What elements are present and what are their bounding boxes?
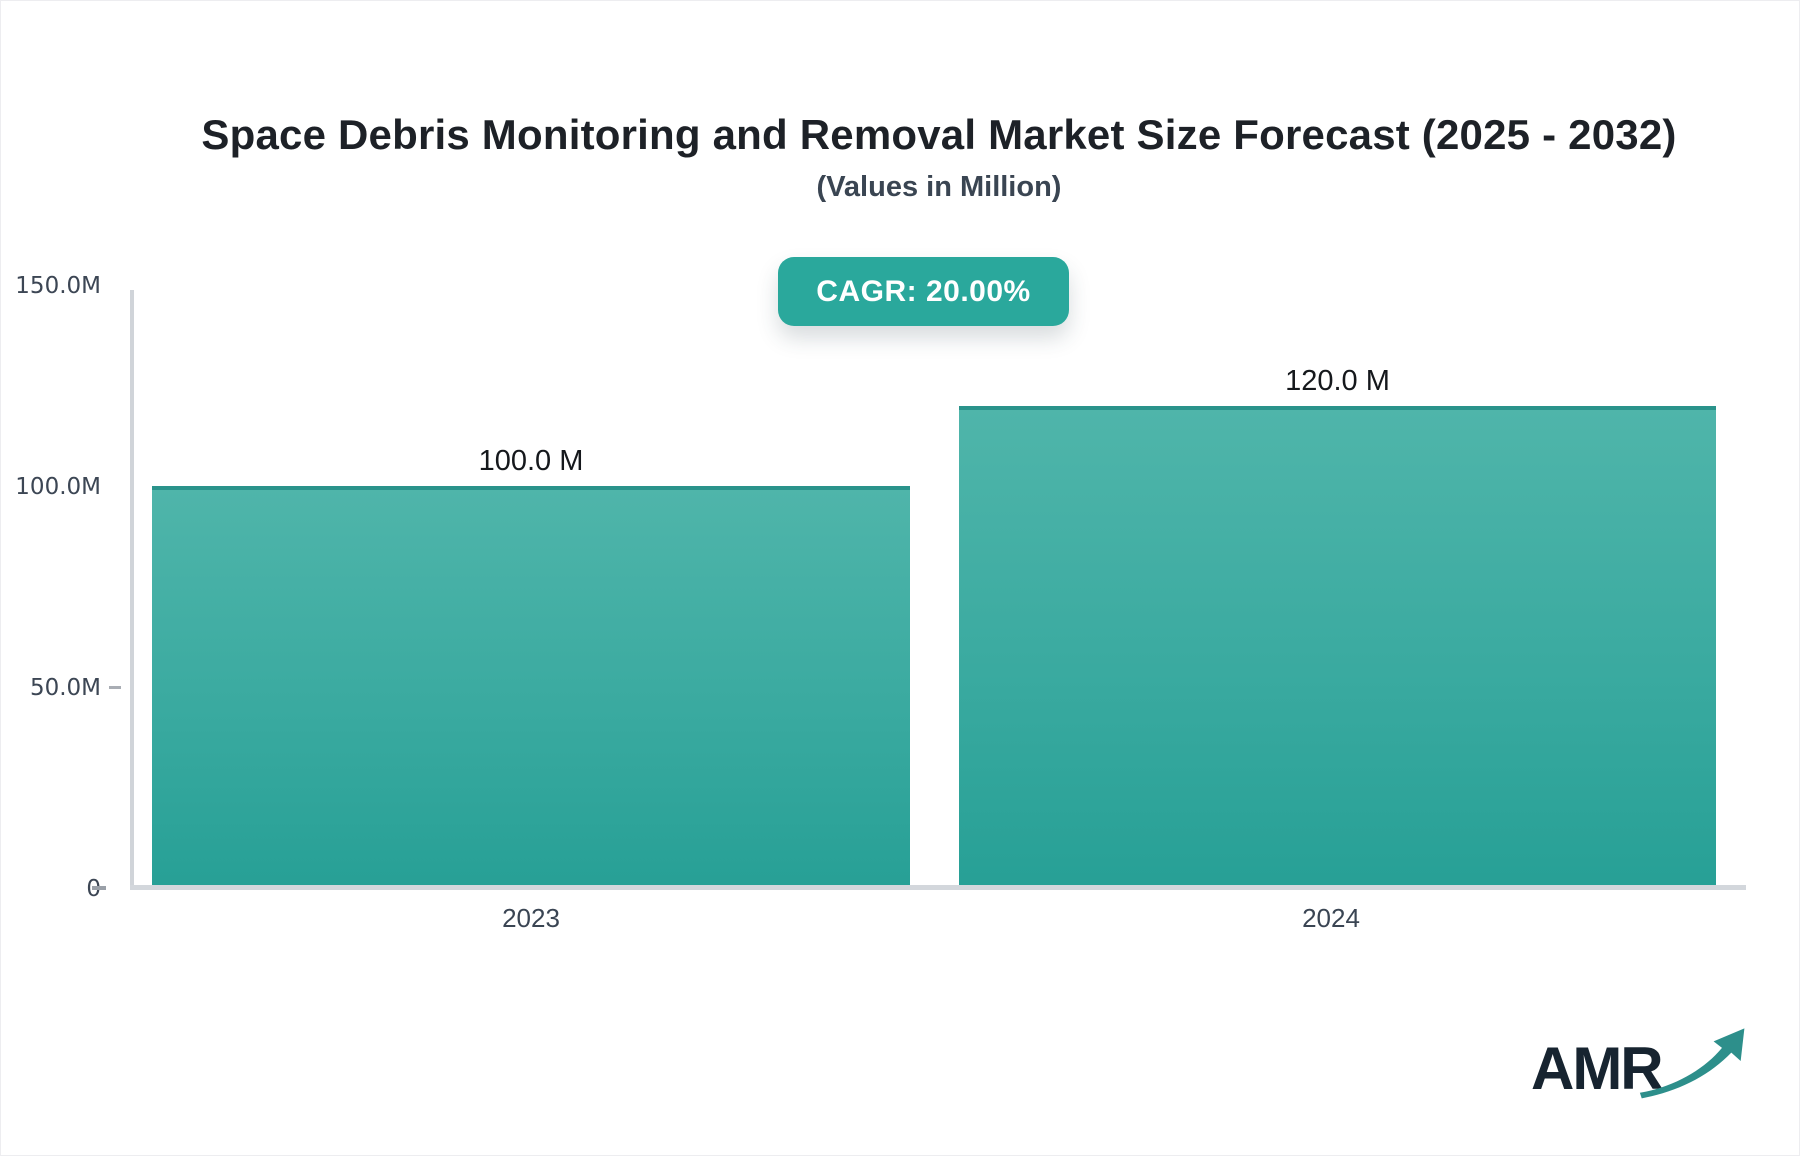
plot-area: 100.0 M 120.0 M: [132, 286, 1746, 885]
bar-2023: [152, 485, 910, 885]
y-axis-tick-label-150: 150.0M: [15, 273, 101, 299]
y-axis-tick-label-50: 50.0M: [29, 675, 101, 701]
y-axis-tick-label-0: 0: [1, 874, 101, 904]
bar-value-label-2024: 120.0 M: [1285, 364, 1390, 397]
y-axis-tick-mark-0: [92, 886, 106, 890]
cagr-badge: CAGR: 20.00%: [778, 257, 1069, 326]
y-axis-tick-label-100: 100.0M: [15, 474, 101, 500]
bar-2024: [959, 405, 1716, 885]
trend-up-arrow-icon: [1638, 1023, 1750, 1104]
amr-logo-text: AMR: [1531, 1035, 1664, 1102]
x-axis-line: [130, 885, 1746, 890]
x-axis-label-2023: 2023: [502, 903, 560, 933]
x-axis-label-2024: 2024: [1302, 903, 1360, 933]
amr-logo: AMR: [1531, 1028, 1750, 1104]
chart-subtitle: (Values in Million): [816, 171, 1062, 203]
y-axis-tick-mark-50: [109, 686, 121, 689]
bar-value-label-2023: 100.0 M: [478, 444, 584, 477]
chart-title: Space Debris Monitoring and Removal Mark…: [201, 111, 1677, 158]
y-axis-line: [130, 290, 134, 887]
cagr-badge-label: CAGR: 20.00%: [816, 274, 1031, 308]
